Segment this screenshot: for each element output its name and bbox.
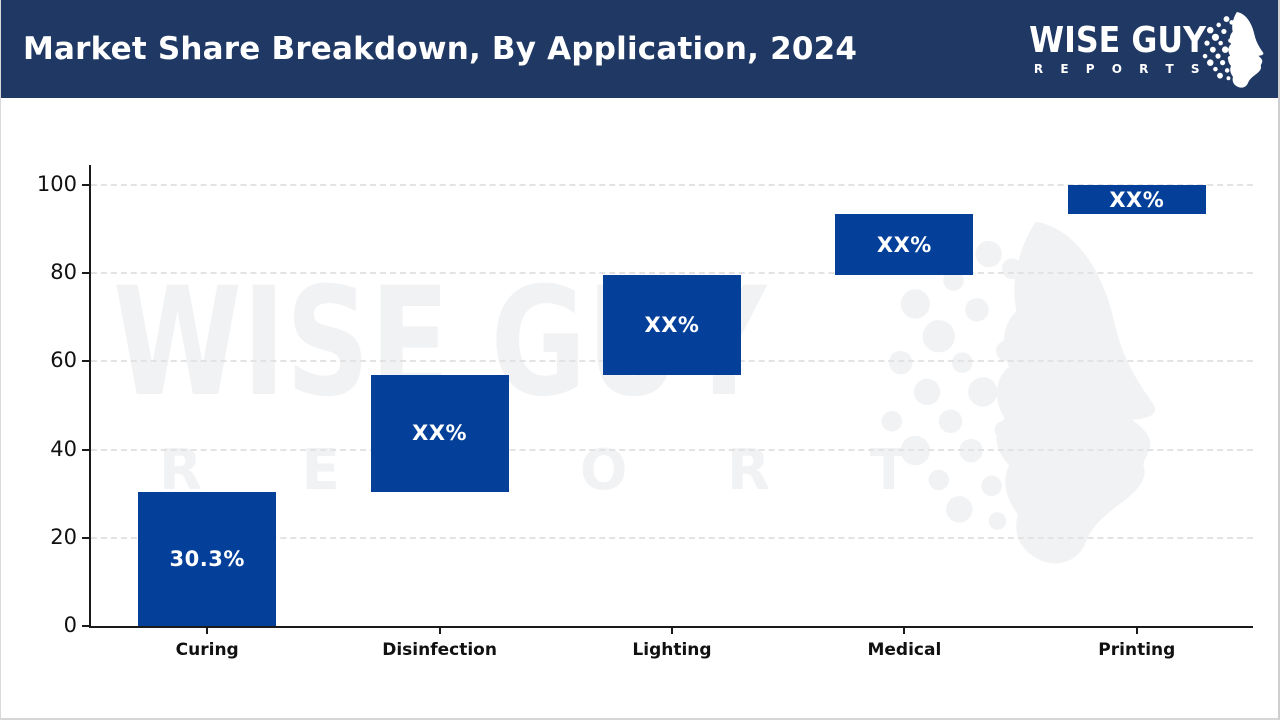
bar-curing: 30.3% [138,492,277,626]
gridline-20 [91,536,1253,539]
x-tick-mark-medical [903,628,906,634]
y-tick-mark-80 [82,272,91,275]
y-tick-label-0: 0 [63,613,77,637]
x-tick-mark-curing [206,628,209,634]
y-tick-mark-20 [82,536,91,539]
logo-subtitle: R E P O R T S [1033,61,1206,76]
y-tick-mark-0 [82,625,91,627]
gridline-100 [91,183,1253,186]
category-label-lighting: Lighting [632,640,712,660]
bar-value-label-curing: 30.3% [169,547,245,572]
y-tick-mark-100 [82,183,91,186]
y-tick-label-80: 80 [50,260,77,285]
bar-medical: XX% [835,214,974,276]
bar-value-label-medical: XX% [876,232,932,257]
y-tick-label-20: 20 [50,524,77,549]
bar-value-label-printing: XX% [1109,187,1165,212]
bar-lighting: XX% [603,275,741,375]
x-axis-line [89,626,1253,628]
wise-guy-reports-logo: WISE GUY R E P O R T S [1014,6,1264,92]
x-tick-mark-lighting [671,628,673,634]
y-tick-label-60: 60 [50,348,77,373]
logo-wordmark: WISE GUY [1029,20,1206,61]
bar-disinfection: XX% [370,374,509,493]
bar-value-label-lighting: XX% [644,312,700,337]
y-tick-mark-40 [82,448,91,451]
logo-text: WISE GUY R E P O R T S [1005,22,1206,76]
bar-printing: XX% [1067,184,1206,215]
category-label-medical: Medical [867,640,942,660]
y-tick-label-100: 100 [36,171,77,196]
header-bar: Market Share Breakdown, By Application, … [1,0,1278,98]
chart-title: Market Share Breakdown, By Application, … [23,31,858,67]
gridline-80 [91,272,1253,275]
category-label-disinfection: Disinfection [382,640,497,660]
y-axis-spine [89,165,91,628]
bar-value-label-disinfection: XX% [412,421,468,446]
category-label-curing: Curing [175,640,239,660]
y-tick-label-40: 40 [50,436,77,461]
gridline-40 [91,448,1253,451]
y-tick-mark-60 [82,360,91,363]
x-tick-mark-disinfection [438,628,441,634]
category-label-printing: Printing [1098,640,1176,660]
x-tick-mark-printing [1135,628,1138,634]
